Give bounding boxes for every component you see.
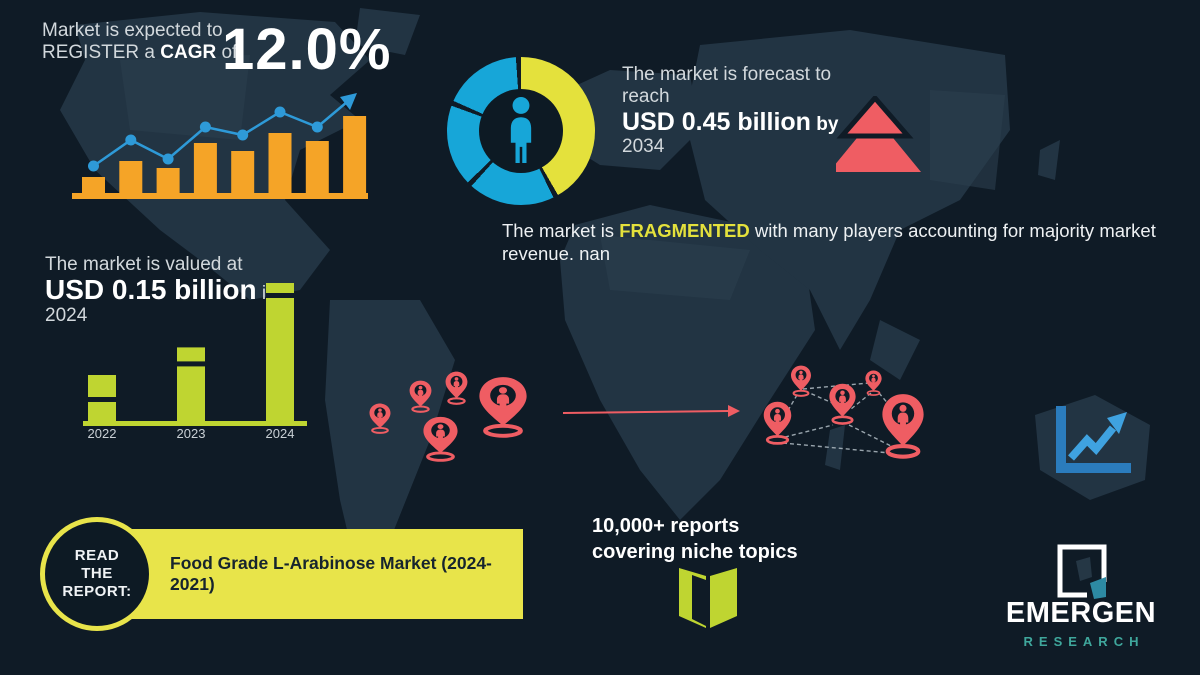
market-share-donut (447, 57, 595, 205)
cagr-bar (343, 116, 367, 193)
trend-dot (162, 153, 174, 165)
cagr-caption-line1: Market is expected to (42, 20, 223, 41)
network-pin (762, 401, 793, 445)
valuation-bar-stripe (88, 397, 116, 402)
valuation-line1: The market is valued at (45, 254, 243, 275)
cagr-caption-line2: REGISTER a CAGR of (42, 42, 237, 64)
forecast-year: 2034 (622, 136, 665, 157)
trend-dot (125, 134, 137, 146)
reports-line2: covering niche topics (592, 541, 798, 563)
cagr-bar (193, 143, 217, 193)
person-icon (510, 97, 532, 163)
brand-name: EMERGEN (1005, 597, 1157, 629)
cagr-bar (268, 133, 292, 193)
year-label-2023: 2023 (176, 426, 206, 441)
report-title-banner: Food Grade L-Arabinose Market (2024-2021… (118, 529, 523, 619)
cagr-line2-prefix: REGISTER a (42, 42, 161, 63)
valuation-baseline (83, 421, 307, 426)
cagr-line2-suffix: of (216, 42, 238, 63)
year-label-2022: 2022 (87, 426, 117, 441)
cagr-caption: Market is expected to REGISTER a CAGR of (42, 20, 237, 64)
network-pin (828, 383, 857, 425)
valuation-bars (88, 283, 294, 421)
network-pin (864, 370, 883, 396)
cagr-bar (119, 161, 143, 193)
cagr-keyword: CAGR (160, 42, 217, 63)
report-title: Food Grade L-Arabinose Market (2024-2021… (170, 553, 492, 594)
read-report-line1: READ (74, 547, 120, 564)
forecast-line1: The market is forecast to (622, 64, 832, 85)
trend-dot (237, 129, 249, 141)
read-report-line3: REPORT: (62, 583, 132, 600)
emergen-logo-mark (1057, 544, 1108, 600)
cagr-bar (156, 168, 180, 193)
logo-teal-wedge (1090, 577, 1106, 599)
valuation-bar (177, 347, 205, 421)
cagr-bar (231, 151, 255, 193)
forecast-value: USD 0.45 billion (622, 108, 811, 136)
cagr-bar (82, 177, 105, 193)
valuation-bar (266, 283, 294, 421)
cagr-chart-baseline (72, 193, 368, 199)
reports-line1: 10,000+ reports (592, 515, 740, 537)
cagr-growth-chart (72, 93, 368, 199)
valuation-bar-stripe (266, 293, 294, 298)
players-network (762, 365, 953, 485)
player-pin (421, 416, 460, 462)
trend-dot (199, 121, 211, 133)
valuation-caption: The market is valued at USD 0.15 billion… (45, 254, 277, 327)
read-report-line2: THE (81, 565, 113, 582)
fragmented-suffix: with many players accounting for majorit… (502, 220, 1156, 264)
forecast-line2: reach (622, 86, 670, 107)
brand-subname: RESEARCH (1023, 634, 1145, 649)
growth-chart-icon (1056, 406, 1131, 473)
valuation-chart (83, 283, 307, 426)
trend-dot (311, 121, 323, 133)
expansion-arrow (562, 405, 740, 417)
trend-dot (88, 160, 99, 172)
player-pin (408, 380, 433, 413)
reports-book-icon (679, 568, 737, 628)
cagr-value: 12.0% (222, 17, 392, 82)
trend-dot (274, 106, 286, 118)
cagr-bar (305, 141, 329, 193)
forecast-by: by (810, 114, 839, 135)
player-pin (368, 403, 392, 434)
player-pin-large (476, 376, 530, 438)
cagr-trend-line (88, 101, 348, 172)
fragmented-statement: The market is FRAGMENTED with many playe… (502, 219, 1157, 265)
network-pin-large (882, 394, 923, 456)
trend-arrowhead-icon (340, 93, 357, 110)
year-label-2024: 2024 (265, 426, 295, 441)
fragmented-keyword: FRAGMENTED (619, 220, 750, 241)
fragmented-prefix: The market is (502, 220, 620, 241)
forecast-caption: The market is forecast to reach USD 0.45… (622, 64, 838, 158)
read-report-badge: READ THE REPORT: (40, 517, 154, 631)
arrowhead-icon (728, 405, 740, 417)
valuation-value-line: USD 0.15 billion in (45, 276, 277, 305)
reports-caption: 10,000+ reports covering niche topics (592, 513, 798, 565)
valuation-bar-stripe (177, 361, 205, 367)
network-pin (789, 365, 813, 397)
player-pin (444, 371, 469, 405)
cagr-bars (82, 116, 367, 193)
growth-arrows-icon (836, 96, 921, 172)
valuation-year: 2024 (45, 305, 88, 326)
valuation-value: USD 0.15 billion (45, 274, 257, 305)
forecast-value-line: USD 0.45 billion by (622, 108, 839, 136)
